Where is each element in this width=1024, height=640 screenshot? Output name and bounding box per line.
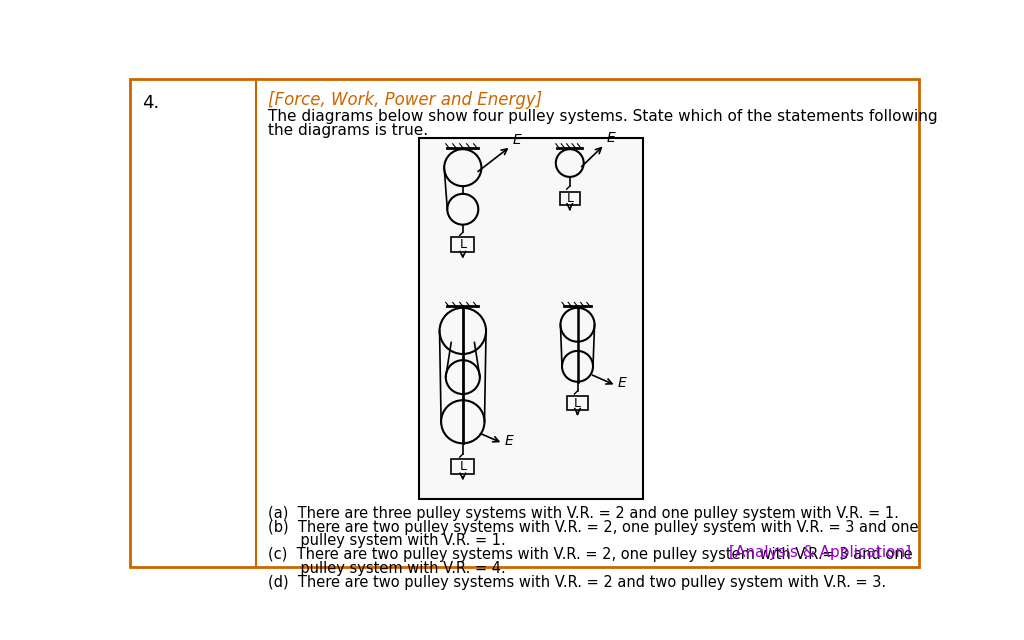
Text: L: L — [574, 397, 581, 410]
Text: pulley system with V.R. = 1.: pulley system with V.R. = 1. — [267, 533, 505, 548]
Text: (b)  There are two pulley systems with V.R. = 2, one pulley system with V.R. = 3: (b) There are two pulley systems with V.… — [267, 520, 918, 534]
Bar — [560, 191, 580, 205]
Text: 4.: 4. — [142, 93, 159, 112]
Bar — [567, 396, 588, 410]
Text: The diagrams below show four pulley systems. State which of the statements follo: The diagrams below show four pulley syst… — [267, 109, 937, 124]
Text: E: E — [512, 132, 521, 147]
Text: L: L — [460, 238, 466, 251]
Text: (d)  There are two pulley systems with V.R. = 2 and two pulley system with V.R. : (d) There are two pulley systems with V.… — [267, 575, 886, 590]
Text: E: E — [505, 434, 513, 448]
Text: L: L — [566, 192, 573, 205]
Text: pulley system with V.R. = 4.: pulley system with V.R. = 4. — [267, 561, 505, 576]
Text: (a)  There are three pulley systems with V.R. = 2 and one pulley system with V.R: (a) There are three pulley systems with … — [267, 506, 898, 521]
Text: [Force, Work, Power and Energy]: [Force, Work, Power and Energy] — [267, 91, 542, 109]
Text: [Analysis & Application]: [Analysis & Application] — [729, 545, 910, 561]
Bar — [419, 138, 643, 499]
Text: E: E — [617, 376, 627, 390]
Text: E: E — [606, 131, 615, 145]
Text: L: L — [460, 460, 466, 473]
Bar — [452, 237, 474, 252]
Bar — [452, 459, 474, 474]
Text: the diagrams is true.: the diagrams is true. — [267, 123, 428, 138]
Text: (c)  There are two pulley systems with V.R. = 2, one pulley system with V.R.= 3 : (c) There are two pulley systems with V.… — [267, 547, 912, 563]
